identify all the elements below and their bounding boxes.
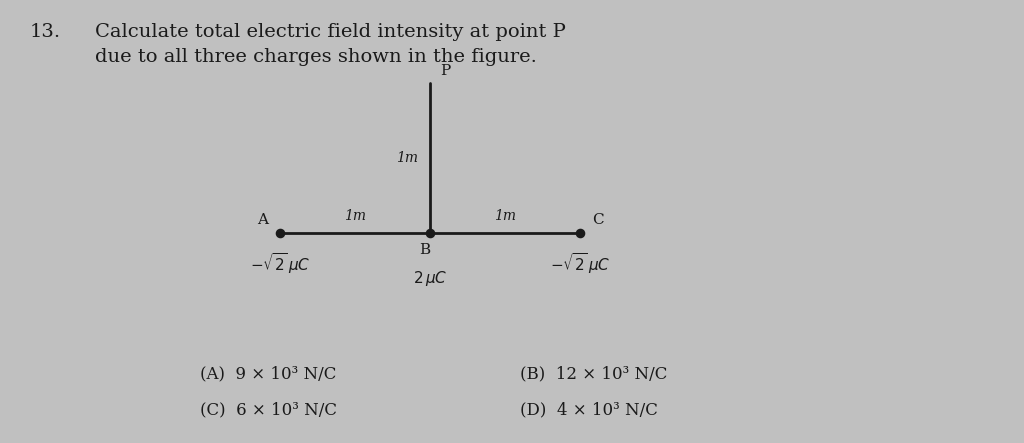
- Text: $-\sqrt{2}\,\mu C$: $-\sqrt{2}\,\mu C$: [550, 251, 610, 276]
- Point: [571, 229, 588, 237]
- Text: (D)  4 × 10³ N/C: (D) 4 × 10³ N/C: [520, 401, 657, 418]
- Text: (A)  9 × 10³ N/C: (A) 9 × 10³ N/C: [200, 365, 336, 382]
- Text: (B)  12 × 10³ N/C: (B) 12 × 10³ N/C: [520, 365, 668, 382]
- Text: (C)  6 × 10³ N/C: (C) 6 × 10³ N/C: [200, 401, 337, 418]
- Text: 13.: 13.: [30, 23, 61, 41]
- Text: A: A: [257, 213, 268, 227]
- Text: due to all three charges shown in the figure.: due to all three charges shown in the fi…: [95, 48, 537, 66]
- Text: 1m: 1m: [344, 209, 366, 223]
- Point: [422, 229, 438, 237]
- Text: C: C: [592, 213, 603, 227]
- Text: Calculate total electric field intensity at point P: Calculate total electric field intensity…: [95, 23, 566, 41]
- Text: B: B: [420, 243, 430, 257]
- Text: 1m: 1m: [494, 209, 516, 223]
- Text: 1m: 1m: [396, 151, 418, 165]
- Point: [271, 229, 288, 237]
- Text: $2\,\mu C$: $2\,\mu C$: [413, 269, 447, 288]
- Text: $-\sqrt{2}\,\mu C$: $-\sqrt{2}\,\mu C$: [250, 251, 310, 276]
- Text: P: P: [440, 64, 451, 78]
